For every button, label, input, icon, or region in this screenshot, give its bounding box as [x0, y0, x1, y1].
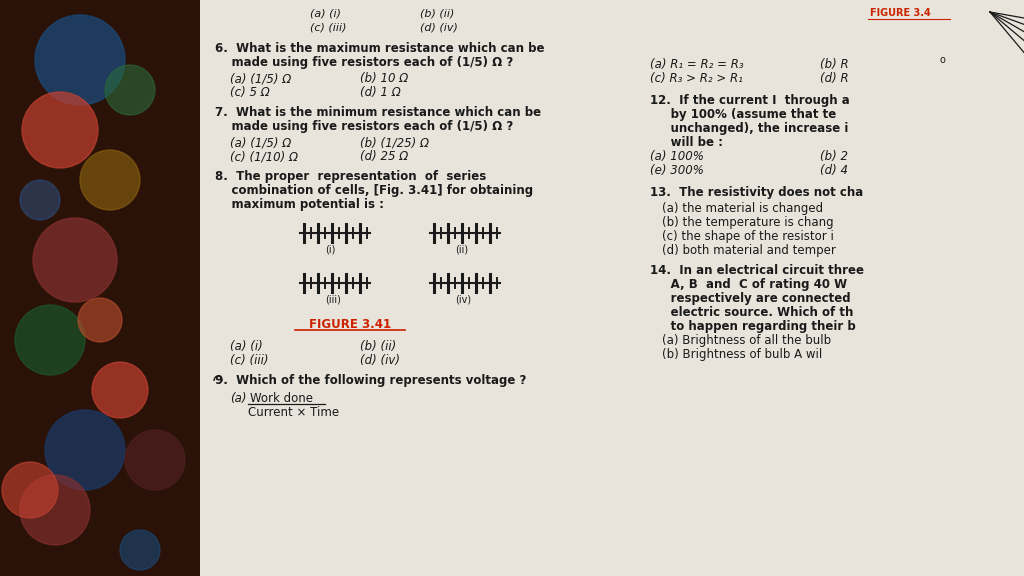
Circle shape: [105, 65, 155, 115]
Text: (a) (1/5) Ω: (a) (1/5) Ω: [230, 72, 291, 85]
Text: electric source. Which of th: electric source. Which of th: [650, 306, 853, 319]
Text: FIGURE 3.41: FIGURE 3.41: [309, 318, 391, 331]
Text: (a) (i): (a) (i): [310, 8, 341, 18]
Circle shape: [33, 218, 117, 302]
Text: (a) (1/5) Ω: (a) (1/5) Ω: [230, 136, 291, 149]
Text: made using five resistors each of (1/5) Ω ?: made using five resistors each of (1/5) …: [215, 56, 513, 69]
Text: by 100% (assume that te: by 100% (assume that te: [650, 108, 837, 121]
Text: 13.  The resistivity does not cha: 13. The resistivity does not cha: [650, 186, 863, 199]
Text: respectively are connected: respectively are connected: [650, 292, 851, 305]
Bar: [200, 0, 1024, 576]
Text: 14.  In an electrical circuit three: 14. In an electrical circuit three: [650, 264, 864, 277]
Circle shape: [2, 462, 58, 518]
Text: 8.  The proper  representation  of  series: 8. The proper representation of series: [215, 170, 486, 183]
Circle shape: [20, 180, 60, 220]
Text: (c) R₃ > R₂ > R₁: (c) R₃ > R₂ > R₁: [650, 72, 742, 85]
Text: 6.  What is the maximum resistance which can be: 6. What is the maximum resistance which …: [215, 42, 545, 55]
Circle shape: [125, 430, 185, 490]
Text: (b) Brightness of bulb A wil: (b) Brightness of bulb A wil: [662, 348, 822, 361]
Text: (c) (iii): (c) (iii): [230, 354, 268, 367]
Text: 9.  Which of the following represents voltage ?: 9. Which of the following represents vol…: [215, 374, 526, 387]
Text: (d) 4: (d) 4: [820, 164, 848, 177]
Text: (b) (1/25) Ω: (b) (1/25) Ω: [360, 136, 429, 149]
Text: (c) the shape of the resistor i: (c) the shape of the resistor i: [662, 230, 834, 243]
Text: (iii): (iii): [325, 295, 341, 305]
Text: to happen regarding their b: to happen regarding their b: [650, 320, 856, 333]
Text: Current × Time: Current × Time: [248, 406, 339, 419]
Circle shape: [120, 530, 160, 570]
Text: o: o: [940, 55, 946, 65]
Text: FIGURE 3.4: FIGURE 3.4: [870, 8, 931, 18]
Text: (b) 10 Ω: (b) 10 Ω: [360, 72, 409, 85]
Text: (c) (1/10) Ω: (c) (1/10) Ω: [230, 150, 298, 163]
Text: (i): (i): [325, 245, 336, 255]
Text: (a) (i): (a) (i): [230, 340, 263, 353]
Text: (a) 100%: (a) 100%: [650, 150, 703, 163]
Text: maximum potential is :: maximum potential is :: [215, 198, 384, 211]
Text: (a) the material is changed: (a) the material is changed: [662, 202, 823, 215]
Text: 12.  If the current I  through a: 12. If the current I through a: [650, 94, 850, 107]
Text: unchanged), the increase i: unchanged), the increase i: [650, 122, 848, 135]
Circle shape: [35, 15, 125, 105]
Text: (d) 25 Ω: (d) 25 Ω: [360, 150, 409, 163]
Circle shape: [15, 305, 85, 375]
Circle shape: [80, 150, 140, 210]
Text: (d) (iv): (d) (iv): [420, 22, 458, 32]
Text: (d) (iv): (d) (iv): [360, 354, 400, 367]
Text: (b) R: (b) R: [820, 58, 849, 71]
Text: (iv): (iv): [455, 295, 471, 305]
Text: A, B  and  C of rating 40 W: A, B and C of rating 40 W: [650, 278, 847, 291]
Bar: [0, 0, 200, 576]
Circle shape: [92, 362, 148, 418]
Circle shape: [20, 475, 90, 545]
Text: (b) 2: (b) 2: [820, 150, 848, 163]
Text: (b) the temperature is chang: (b) the temperature is chang: [662, 216, 834, 229]
Text: (e) 300%: (e) 300%: [650, 164, 703, 177]
Text: (ii): (ii): [455, 245, 468, 255]
Text: (a): (a): [230, 392, 247, 405]
Circle shape: [22, 92, 98, 168]
Circle shape: [45, 410, 125, 490]
Text: (a) R₁ = R₂ = R₃: (a) R₁ = R₂ = R₃: [650, 58, 743, 71]
Text: will be :: will be :: [650, 136, 723, 149]
Text: made using five resistors each of (1/5) Ω ?: made using five resistors each of (1/5) …: [215, 120, 513, 133]
Text: (c) (iii): (c) (iii): [310, 22, 346, 32]
Text: (b) (ii): (b) (ii): [420, 8, 455, 18]
Text: (d) both material and temper: (d) both material and temper: [662, 244, 836, 257]
Circle shape: [78, 298, 122, 342]
Text: 7.  What is the minimum resistance which can be: 7. What is the minimum resistance which …: [215, 106, 541, 119]
Text: (a) Brightness of all the bulb: (a) Brightness of all the bulb: [662, 334, 831, 347]
Text: Work done: Work done: [250, 392, 313, 405]
Text: (b) (ii): (b) (ii): [360, 340, 396, 353]
Text: (d) R: (d) R: [820, 72, 849, 85]
Text: (d) 1 Ω: (d) 1 Ω: [360, 86, 400, 99]
Text: combination of cells, [Fig. 3.41] for obtaining: combination of cells, [Fig. 3.41] for ob…: [215, 184, 534, 197]
Text: (c) 5 Ω: (c) 5 Ω: [230, 86, 269, 99]
